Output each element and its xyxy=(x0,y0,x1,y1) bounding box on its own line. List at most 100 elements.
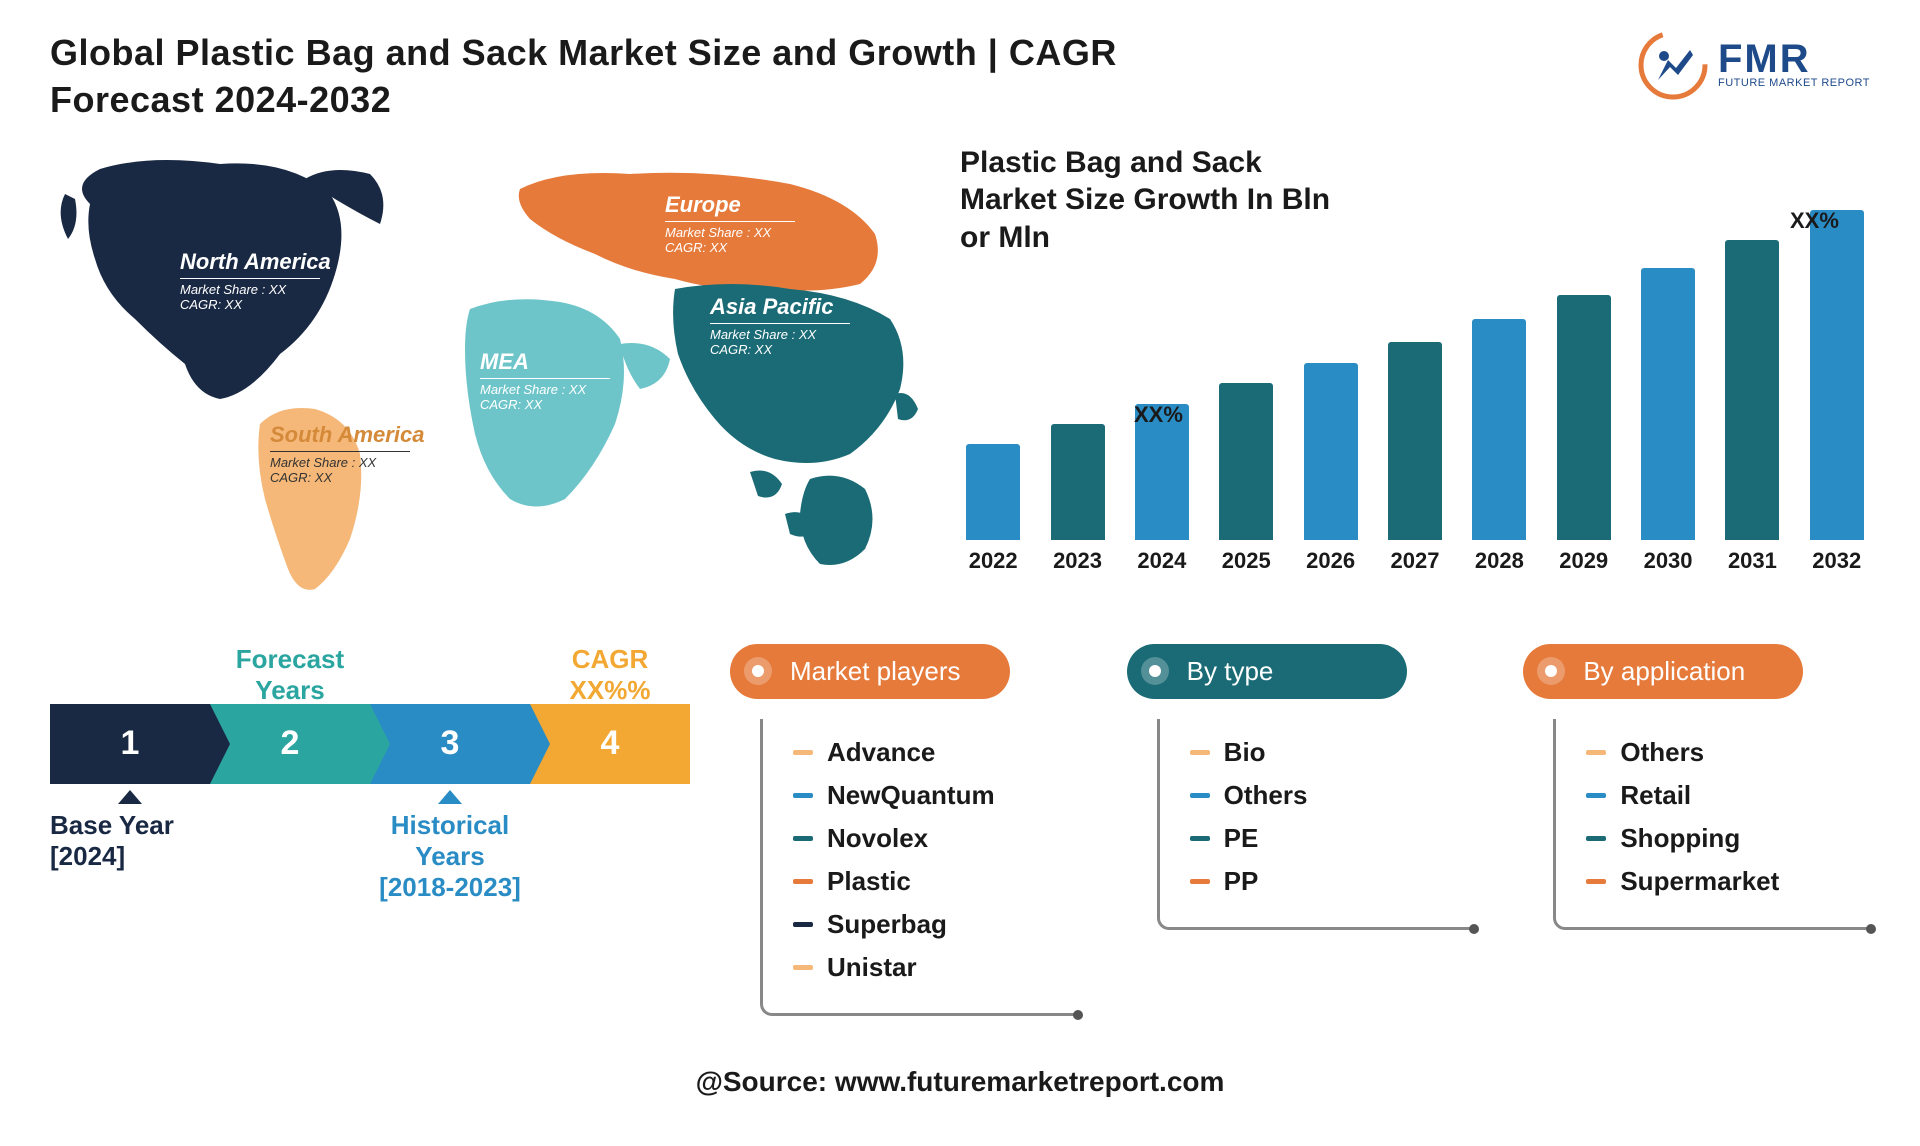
bullet-icon xyxy=(793,793,813,798)
page-title: Global Plastic Bag and Sack Market Size … xyxy=(50,30,1250,124)
bar-column: 2028 xyxy=(1466,319,1532,574)
timeline-steps: 1234 xyxy=(50,704,690,784)
hist-label: Historical Years xyxy=(370,810,530,872)
base-range: [2024] xyxy=(50,841,210,872)
logo: FMR FUTURE MARKET REPORT xyxy=(1638,30,1870,100)
category-item-text: Others xyxy=(1620,737,1704,768)
category-column: By application Others Retail Shopping Superm… xyxy=(1523,644,1870,1016)
bar-column: 2030 xyxy=(1635,268,1701,574)
cagr-value: XX%% xyxy=(530,675,690,706)
logo-icon xyxy=(1638,30,1708,100)
category-item: Unistar xyxy=(793,952,1077,983)
timeline-step: 3 xyxy=(370,704,530,784)
region-eu: Europe Market Share : XX CAGR: XX xyxy=(665,192,795,255)
bar-column: 2023 xyxy=(1044,424,1110,574)
category-item: Supermarket xyxy=(1586,866,1870,897)
category-item-text: Advance xyxy=(827,737,935,768)
category-header: Market players xyxy=(730,644,1010,699)
category-item: Bio xyxy=(1190,737,1474,768)
logo-text: FMR FUTURE MARKET REPORT xyxy=(1718,41,1870,89)
timeline-step: 2 xyxy=(210,704,370,784)
category-item-text: PP xyxy=(1224,866,1259,897)
category-item-text: Superbag xyxy=(827,909,947,940)
bar-column: 2025 xyxy=(1213,383,1279,573)
bar-year-label: 2029 xyxy=(1559,548,1608,574)
bullet-icon xyxy=(1190,879,1210,884)
category-item: Retail xyxy=(1586,780,1870,811)
forecast-label: Forecast Years xyxy=(210,644,370,706)
region-na: North America Market Share : XX CAGR: XX xyxy=(180,249,331,312)
region-ap: Asia Pacific Market Share : XX CAGR: XX xyxy=(710,294,850,357)
bar-column: 2024 xyxy=(1129,404,1195,574)
category-item-text: Bio xyxy=(1224,737,1266,768)
category-item: Others xyxy=(1586,737,1870,768)
category-column: By type Bio Others PE PP xyxy=(1127,644,1474,1016)
category-item-text: Novolex xyxy=(827,823,928,854)
timeline: Forecast Years [2024-2032] CAGR XX%% 123… xyxy=(50,644,690,1016)
region-label: North America xyxy=(180,249,331,275)
bar-year-label: 2023 xyxy=(1053,548,1102,574)
bar-year-label: 2027 xyxy=(1391,548,1440,574)
bar xyxy=(1725,240,1779,539)
bar-year-label: 2022 xyxy=(969,548,1018,574)
category-item-text: Shopping xyxy=(1620,823,1740,854)
category-header: By type xyxy=(1127,644,1407,699)
bottom-row: Forecast Years [2024-2032] CAGR XX%% 123… xyxy=(50,644,1870,1016)
bullet-icon xyxy=(1586,879,1606,884)
bar-column: 2032 xyxy=(1804,210,1870,574)
bar-year-label: 2032 xyxy=(1812,548,1861,574)
category-item: Novolex xyxy=(793,823,1077,854)
bars-container: 2022 2023 2024 2025 2026 2027 2028 2029 2030 2031… xyxy=(960,204,1870,574)
category-item: Advance xyxy=(793,737,1077,768)
header: Global Plastic Bag and Sack Market Size … xyxy=(50,30,1870,124)
base-label: Base Year xyxy=(50,810,210,841)
category-item-text: Others xyxy=(1224,780,1308,811)
bar-year-label: 2031 xyxy=(1728,548,1777,574)
bullet-icon xyxy=(793,965,813,970)
category-item-text: Unistar xyxy=(827,952,917,983)
category-header: By application xyxy=(1523,644,1803,699)
bar xyxy=(1219,383,1273,539)
category-item-text: NewQuantum xyxy=(827,780,995,811)
bar-column: 2031 xyxy=(1719,240,1785,573)
category-item: Plastic xyxy=(793,866,1077,897)
bar xyxy=(1388,342,1442,539)
categories-container: Market players Advance NewQuantum Novolex Pl… xyxy=(730,644,1870,1016)
region-sa: South America Market Share : XX CAGR: XX xyxy=(270,422,424,485)
hist-marker-icon xyxy=(438,790,462,804)
cagr-label: CAGR xyxy=(530,644,690,675)
bullet-icon xyxy=(1190,793,1210,798)
bar xyxy=(1051,424,1105,540)
bullet-icon xyxy=(1586,750,1606,755)
category-item-text: Supermarket xyxy=(1620,866,1779,897)
bar-chart: Plastic Bag and Sack Market Size Growth … xyxy=(960,144,1870,614)
category-item: Superbag xyxy=(793,909,1077,940)
category-item: PE xyxy=(1190,823,1474,854)
bullet-icon xyxy=(793,836,813,841)
bar xyxy=(1557,295,1611,540)
bar-annotation-start: XX% xyxy=(1134,402,1183,428)
bullet-icon xyxy=(1190,750,1210,755)
bullet-icon xyxy=(1586,836,1606,841)
bar-annotation-end: XX% xyxy=(1790,208,1839,234)
bullet-icon xyxy=(793,750,813,755)
timeline-step: 4 xyxy=(530,704,690,784)
bar xyxy=(1810,210,1864,540)
world-map: North America Market Share : XX CAGR: XX… xyxy=(50,144,930,614)
bar-year-label: 2026 xyxy=(1306,548,1355,574)
bar xyxy=(1472,319,1526,540)
bar-year-label: 2025 xyxy=(1222,548,1271,574)
category-list: Advance NewQuantum Novolex Plastic Superbag U… xyxy=(760,719,1077,1016)
category-item: PP xyxy=(1190,866,1474,897)
bar xyxy=(1304,363,1358,540)
category-column: Market players Advance NewQuantum Novolex Pl… xyxy=(730,644,1077,1016)
bullet-icon xyxy=(1586,793,1606,798)
source-line: @Source: www.futuremarketreport.com xyxy=(50,1066,1870,1098)
bar-year-label: 2030 xyxy=(1644,548,1693,574)
bar xyxy=(1641,268,1695,540)
timeline-step: 1 xyxy=(50,704,210,784)
bullet-icon xyxy=(793,922,813,927)
top-row: North America Market Share : XX CAGR: XX… xyxy=(50,144,1870,614)
bar-year-label: 2024 xyxy=(1137,548,1186,574)
base-marker-icon xyxy=(118,790,142,804)
